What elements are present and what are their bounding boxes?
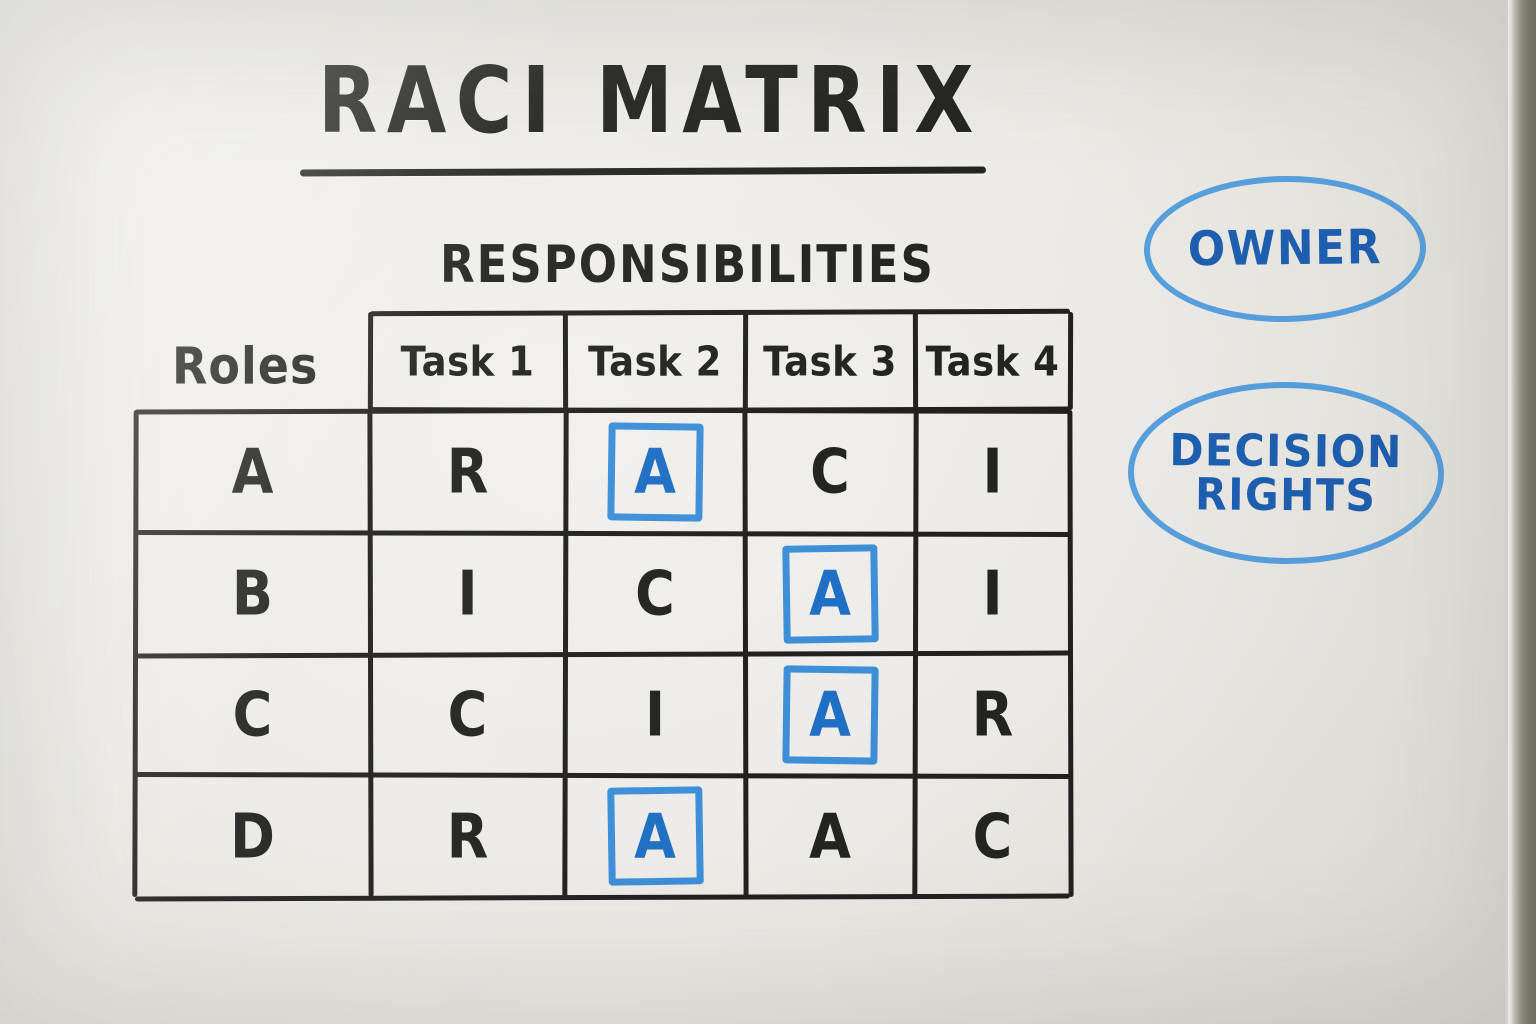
callout-decision-line-2: RIGHTS — [1194, 468, 1377, 522]
matrix-cell-d-task-3: A — [809, 800, 851, 872]
matrix-cell-d-task-4: C — [972, 800, 1013, 872]
callout-decision-rights: DECISION RIGHTS — [1127, 380, 1445, 566]
matrix-cell-b-task-1: I — [457, 557, 478, 630]
matrix-cell-c-task-2: I — [644, 678, 666, 751]
title-underline — [299, 166, 987, 177]
callout-owner-line-1: OWNER — [1187, 220, 1383, 278]
role-label-c: C — [232, 678, 273, 751]
role-label-a: A — [231, 435, 274, 508]
column-header-task-4: Task 4 — [925, 337, 1060, 385]
whiteboard-frame-gloss — [1508, 0, 1513, 1024]
matrix-cell-c-task-3: A — [809, 678, 851, 751]
callout-owner: OWNER — [1143, 174, 1427, 324]
matrix-cell-c-task-4: R — [971, 678, 1014, 751]
roles-column-label: Roles — [172, 336, 319, 396]
matrix-cell-a-task-1: R — [446, 435, 489, 508]
matrix-cell-d-task-1: R — [446, 800, 489, 872]
matrix-cell-b-task-3: A — [809, 557, 851, 630]
page-title: RACI MATRIX — [318, 48, 983, 155]
matrix-cell-a-task-3: C — [810, 435, 850, 508]
column-header-task-1: Task 1 — [400, 337, 535, 385]
matrix-cell-b-task-4: I — [982, 557, 1003, 630]
matrix-cell-d-task-2: A — [634, 800, 676, 872]
matrix-cell-b-task-2: C — [635, 557, 675, 630]
column-header-task-3: Task 3 — [763, 337, 897, 385]
matrix-cell-a-task-4: I — [982, 435, 1003, 508]
subtitle-responsibilities: RESPONSIBILITIES — [440, 234, 935, 295]
matrix-cell-a-task-2: A — [634, 435, 676, 508]
role-label-d: D — [230, 800, 275, 872]
matrix-cell-c-task-1: C — [447, 678, 488, 751]
role-label-b: B — [231, 557, 274, 630]
column-header-task-2: Task 2 — [588, 337, 722, 385]
